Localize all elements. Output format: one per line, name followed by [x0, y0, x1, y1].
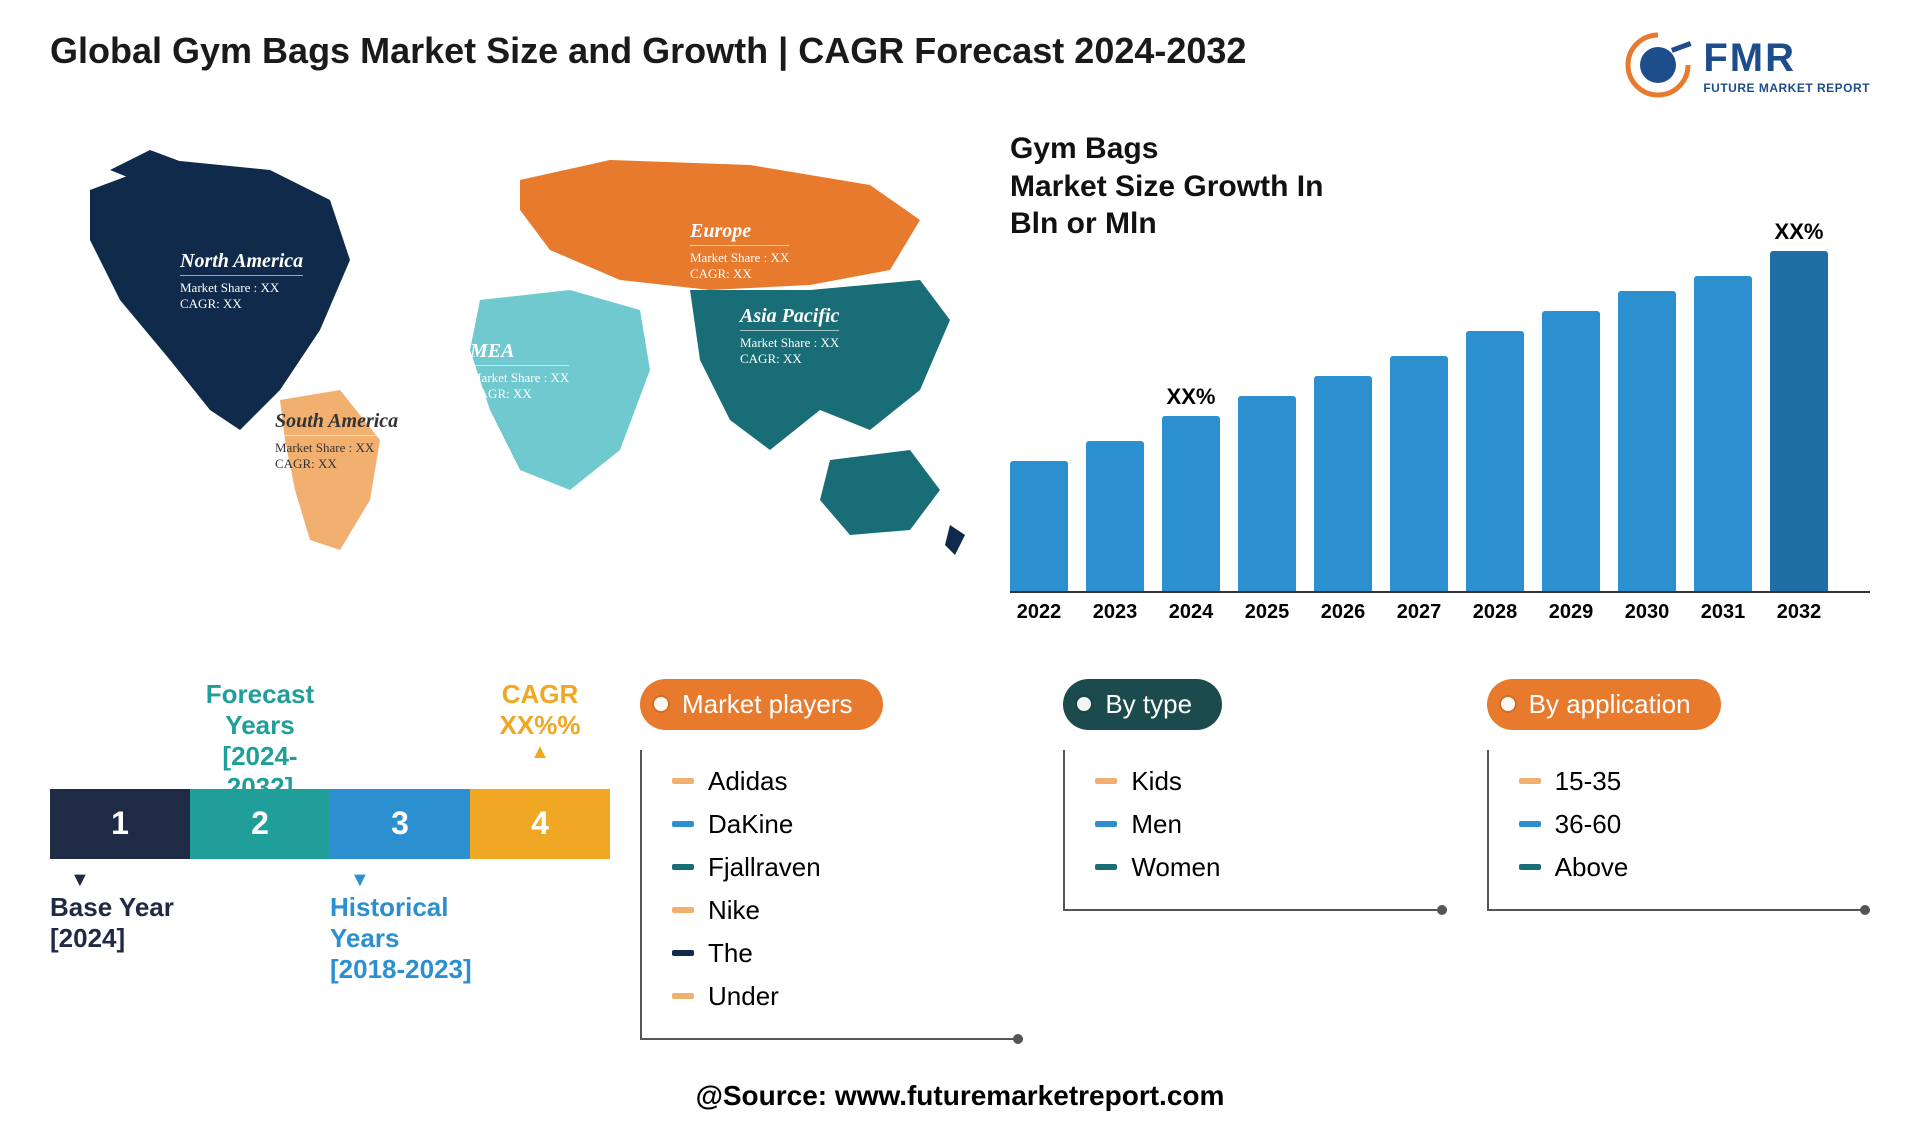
x-label: 2031 [1694, 601, 1752, 624]
source-text: @Source: www.futuremarketreport.com [50, 1080, 1870, 1112]
chart-title: Gym BagsMarket Size Growth InBln or Mln [1010, 130, 1870, 243]
list-item: 36-60 [1519, 803, 1870, 846]
timeline-top-label: CAGRXX%%▲ [470, 679, 610, 764]
list-item: DaKine [672, 803, 1023, 846]
timeline-bottom-label: ▼Base Year[2024] [50, 869, 218, 954]
bar-2029 [1542, 311, 1600, 591]
category-list: AdidasDaKineFjallravenNikeTheUnder [640, 750, 1023, 1040]
x-label: 2029 [1542, 601, 1600, 624]
bar-2028 [1466, 331, 1524, 591]
timeline-seg-3: 3 [330, 789, 470, 859]
list-item: Under [672, 975, 1023, 1018]
logo: FMR FUTURE MARKET REPORT [1623, 30, 1870, 100]
bar-2022 [1010, 461, 1068, 591]
category-application: By application 15-3536-60Above [1487, 679, 1870, 1040]
list-item: Adidas [672, 760, 1023, 803]
category-players: Market players AdidasDaKineFjallravenNike… [640, 679, 1023, 1040]
x-label: 2028 [1466, 601, 1524, 624]
list-item: Nike [672, 889, 1023, 932]
list-item: Above [1519, 846, 1870, 889]
world-map: North AmericaMarket Share : XXCAGR: XX So… [50, 130, 970, 560]
bar-label: XX% [1167, 384, 1216, 410]
timeline-bottom-label: ▼Historical Years[2018-2023] [330, 869, 498, 985]
fmr-logo-icon [1623, 30, 1693, 100]
timeline-seg-2: 2 [190, 789, 330, 859]
x-label: 2030 [1618, 601, 1676, 624]
bar-2032: XX% [1770, 251, 1828, 591]
x-label: 2027 [1390, 601, 1448, 624]
page-title: Global Gym Bags Market Size and Growth |… [50, 30, 1246, 72]
timeline-seg-4: 4 [470, 789, 610, 859]
x-label: 2022 [1010, 601, 1068, 624]
category-pill: By application [1487, 679, 1721, 730]
region-eu: EuropeMarket Share : XXCAGR: XX [690, 220, 789, 282]
bar-2030 [1618, 291, 1676, 591]
region-ap: Asia PacificMarket Share : XXCAGR: XX [740, 305, 839, 367]
bar-2027 [1390, 356, 1448, 591]
bar-2024: XX% [1162, 416, 1220, 591]
category-pill: Market players [640, 679, 883, 730]
x-label: 2026 [1314, 601, 1372, 624]
bar-2026 [1314, 376, 1372, 591]
x-label: 2025 [1238, 601, 1296, 624]
category-list: 15-3536-60Above [1487, 750, 1870, 911]
x-label: 2023 [1086, 601, 1144, 624]
bar-chart: Gym BagsMarket Size Growth InBln or Mln … [1010, 130, 1870, 624]
category-type: By type KidsMenWomen [1063, 679, 1446, 1040]
logo-text: FMR [1703, 36, 1870, 81]
region-na: North AmericaMarket Share : XXCAGR: XX [180, 250, 303, 312]
list-item: Fjallraven [672, 846, 1023, 889]
x-label: 2032 [1770, 601, 1828, 624]
category-pill: By type [1063, 679, 1222, 730]
timeline-seg-1: 1 [50, 789, 190, 859]
list-item: 15-35 [1519, 760, 1870, 803]
bar-label: XX% [1775, 219, 1824, 245]
list-item: The [672, 932, 1023, 975]
timeline: Forecast Years[2024-2032]▲CAGRXX%%▲ 1234… [50, 679, 610, 989]
region-sa: South AmericaMarket Share : XXCAGR: XX [275, 410, 398, 472]
list-item: Kids [1095, 760, 1446, 803]
bar-2025 [1238, 396, 1296, 591]
list-item: Women [1095, 846, 1446, 889]
logo-subtext: FUTURE MARKET REPORT [1703, 81, 1870, 95]
bar-2023 [1086, 441, 1144, 591]
x-label: 2024 [1162, 601, 1220, 624]
bar-2031 [1694, 276, 1752, 591]
list-item: Men [1095, 803, 1446, 846]
category-list: KidsMenWomen [1063, 750, 1446, 911]
region-mea: MEAMarket Share : XXCAGR: XX [470, 340, 569, 402]
